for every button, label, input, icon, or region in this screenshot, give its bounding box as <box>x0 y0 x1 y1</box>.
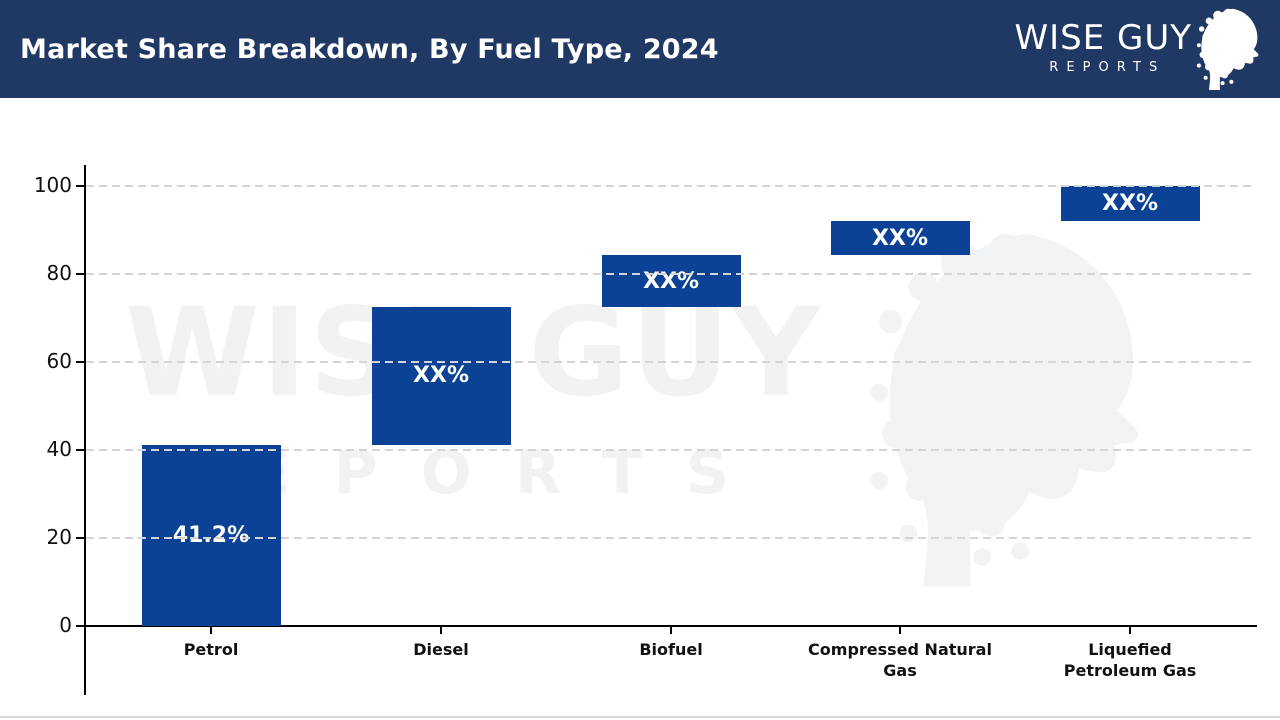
bar-value-label: XX% <box>643 268 699 294</box>
brand-name: WISE GUY <box>1014 18 1192 58</box>
gridline-20 <box>86 537 1256 539</box>
gridline-40 <box>86 449 1256 451</box>
gridline-60 <box>86 361 1256 363</box>
bar-value-label: 41.2% <box>172 522 250 548</box>
x-tick-label-1: Diesel <box>413 640 469 659</box>
y-tick-label-100: 100 <box>33 173 72 197</box>
footer-divider <box>0 716 1280 718</box>
y-tick-label-20: 20 <box>46 525 72 549</box>
y-tick-label-0: 0 <box>59 613 72 637</box>
x-tick-mark-4 <box>1129 627 1131 634</box>
y-tick-mark-60 <box>76 361 84 363</box>
bar-biofuel[interactable]: XX% <box>601 255 741 307</box>
y-tick-mark-100 <box>76 185 84 187</box>
dotted-head-profile-icon <box>1186 6 1270 94</box>
x-tick-label-0: Petrol <box>183 640 239 659</box>
x-tick-mark-3 <box>899 627 901 634</box>
x-tick-mark-1 <box>440 627 442 634</box>
bar-petrol[interactable]: 41.2% <box>141 444 281 626</box>
bar-value-label: XX% <box>872 225 928 251</box>
y-tick-mark-40 <box>76 449 84 451</box>
bar-diesel[interactable]: XX% <box>371 307 511 445</box>
brand-logo: WISE GUY REPORTS <box>990 4 1270 96</box>
y-tick-label-80: 80 <box>46 261 72 285</box>
bar-liquefied-petroleum-gas[interactable]: XX% <box>1060 186 1200 222</box>
plot-area: 0 20 40 60 80 100 41.2% Petrol XX% Diesel XX% Biofu… <box>0 98 1280 717</box>
gridline-80 <box>86 273 1256 275</box>
x-tick-label-4: Liquefied Petroleum Gas <box>1063 640 1197 680</box>
gridline-100 <box>86 185 1256 187</box>
y-tick-label-40: 40 <box>46 437 72 461</box>
x-axis-line <box>84 625 1257 627</box>
brand-logo-text: WISE GUY REPORTS <box>1014 18 1192 75</box>
y-tick-label-60: 60 <box>46 349 72 373</box>
y-tick-mark-20 <box>76 537 84 539</box>
y-axis-line <box>84 165 86 695</box>
bar-compressed-natural-gas[interactable]: XX% <box>830 221 970 256</box>
x-tick-label-3: Compressed Natural Gas <box>808 640 992 680</box>
header-bar: Market Share Breakdown, By Fuel Type, 20… <box>0 0 1280 98</box>
brand-subname: REPORTS <box>1049 60 1166 75</box>
bar-value-label: XX% <box>413 363 469 389</box>
x-tick-mark-2 <box>670 627 672 634</box>
bar-value-label: XX% <box>1102 191 1158 217</box>
y-tick-mark-80 <box>76 273 84 275</box>
page-title: Market Share Breakdown, By Fuel Type, 20… <box>20 33 719 65</box>
y-tick-mark-0 <box>76 625 84 627</box>
x-tick-mark-0 <box>210 627 212 634</box>
x-tick-label-2: Biofuel <box>639 640 703 659</box>
